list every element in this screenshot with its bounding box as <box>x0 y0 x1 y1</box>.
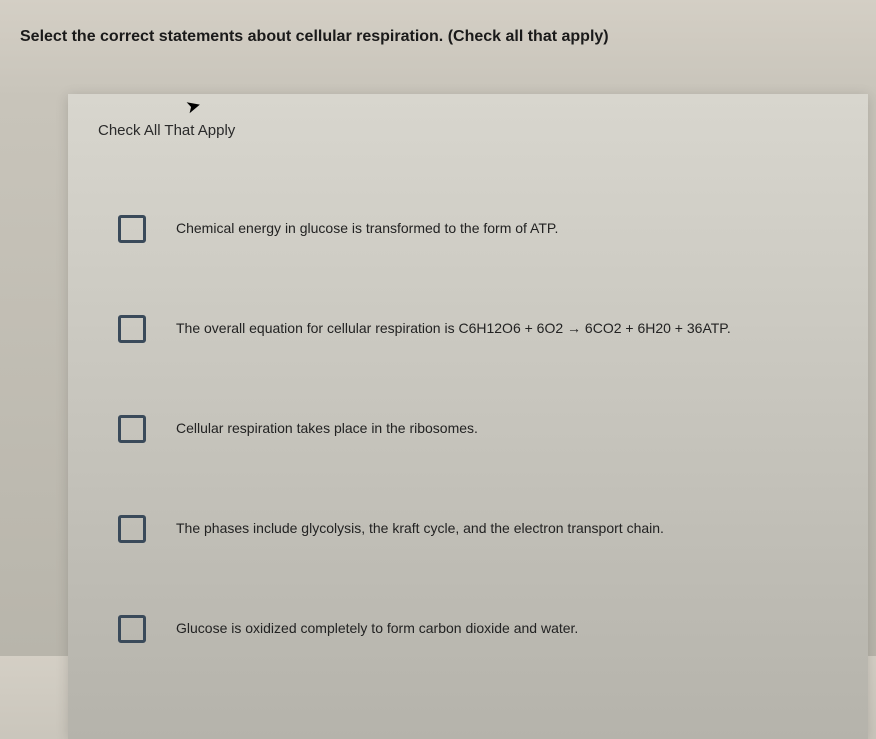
checkbox-option-2[interactable] <box>118 315 146 343</box>
option-label: Chemical energy in glucose is transforme… <box>176 219 558 239</box>
option-row[interactable]: The overall equation for cellular respir… <box>68 279 868 379</box>
checkbox-option-5[interactable] <box>118 615 146 643</box>
option-row[interactable]: Cellular respiration takes place in the … <box>68 379 868 479</box>
option-label: The overall equation for cellular respir… <box>176 319 731 339</box>
quiz-panel: Check All That Apply Chemical energy in … <box>68 94 868 739</box>
option-label: Cellular respiration takes place in the … <box>176 419 478 439</box>
instruction-text: Check All That Apply <box>68 94 868 179</box>
option-row[interactable]: The phases include glycolysis, the kraft… <box>68 479 868 579</box>
option-label: The phases include glycolysis, the kraft… <box>176 519 664 539</box>
option-row[interactable]: Glucose is oxidized completely to form c… <box>68 579 868 679</box>
question-text: Select the correct statements about cell… <box>20 28 609 45</box>
checkbox-option-1[interactable] <box>118 215 146 243</box>
option-label: Glucose is oxidized completely to form c… <box>176 619 578 639</box>
checkbox-option-4[interactable] <box>118 515 146 543</box>
question-header: Select the correct statements about cell… <box>0 0 876 94</box>
option-row[interactable]: Chemical energy in glucose is transforme… <box>68 179 868 279</box>
checkbox-option-3[interactable] <box>118 415 146 443</box>
